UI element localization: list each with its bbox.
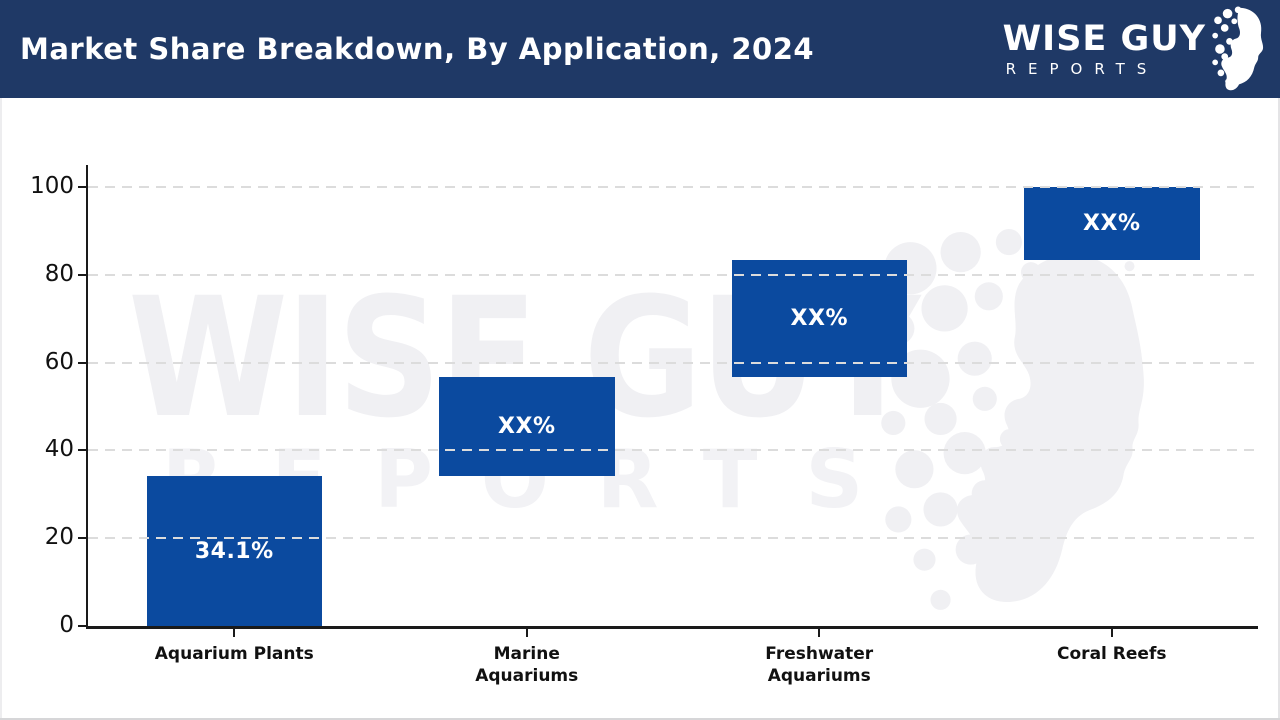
y-tick-label: 80 (44, 260, 74, 287)
bar-value-label: 34.1% (194, 538, 274, 564)
y-tick-mark (78, 537, 86, 540)
y-tick-label: 100 (30, 172, 74, 199)
bar-value-label: XX% (790, 305, 848, 331)
brand-head-icon (1212, 6, 1264, 91)
x-axis-spine (86, 626, 1258, 629)
gridline (88, 537, 1256, 540)
frame-edge-right (1278, 98, 1280, 720)
y-tick-label: 0 (59, 612, 74, 638)
gridline (88, 185, 1256, 188)
frame-edge-left (0, 98, 2, 720)
bar-segment: 34.1% (146, 476, 322, 626)
bar-value-label: XX% (498, 413, 556, 439)
y-tick-mark (78, 185, 86, 188)
bar-segment: XX% (1024, 186, 1200, 260)
gridline (88, 273, 1256, 276)
y-tick-label: 20 (44, 524, 74, 551)
brand-logo: WISE GUY REPORTS (1003, 6, 1272, 92)
header-bar: Market Share Breakdown, By Application, … (0, 0, 1280, 98)
page-title: Market Share Breakdown, By Application, … (20, 32, 815, 66)
x-category-label: Coral Reefs (1057, 644, 1167, 664)
x-category-label: Freshwater Aquariums (765, 644, 874, 687)
x-category-label: Aquarium Plants (154, 644, 314, 664)
y-tick-label: 40 (44, 436, 74, 463)
brand-name: WISE GUY (1002, 18, 1206, 59)
brand-subtitle: REPORTS (1005, 59, 1159, 78)
x-tick-mark (233, 629, 236, 637)
x-tick-mark (525, 629, 528, 637)
frame-edge-bottom (0, 718, 1280, 720)
x-tick-mark (1110, 629, 1113, 637)
y-axis-spine (86, 165, 88, 629)
gridline (88, 449, 1256, 452)
bar-segment: XX% (439, 376, 615, 477)
plot-area: 34.1% XX% XX% XX% (86, 165, 1258, 629)
gridline (88, 361, 1256, 364)
brand-logo-text: WISE GUY REPORTS (1002, 18, 1206, 78)
x-category-label: Marine Aquariums (475, 644, 579, 687)
bar-segment: XX% (731, 259, 907, 377)
x-tick-mark (818, 629, 821, 637)
y-tick-mark (78, 273, 86, 276)
y-tick-label: 60 (44, 348, 74, 375)
chart-area: WISE GUY REPORTS 34.1% XX% XX% XX% Aquarium… (0, 98, 1280, 720)
y-tick-mark (78, 449, 86, 452)
bar-value-label: XX% (1083, 210, 1141, 236)
y-tick-mark (78, 625, 86, 627)
y-tick-mark (78, 361, 86, 364)
